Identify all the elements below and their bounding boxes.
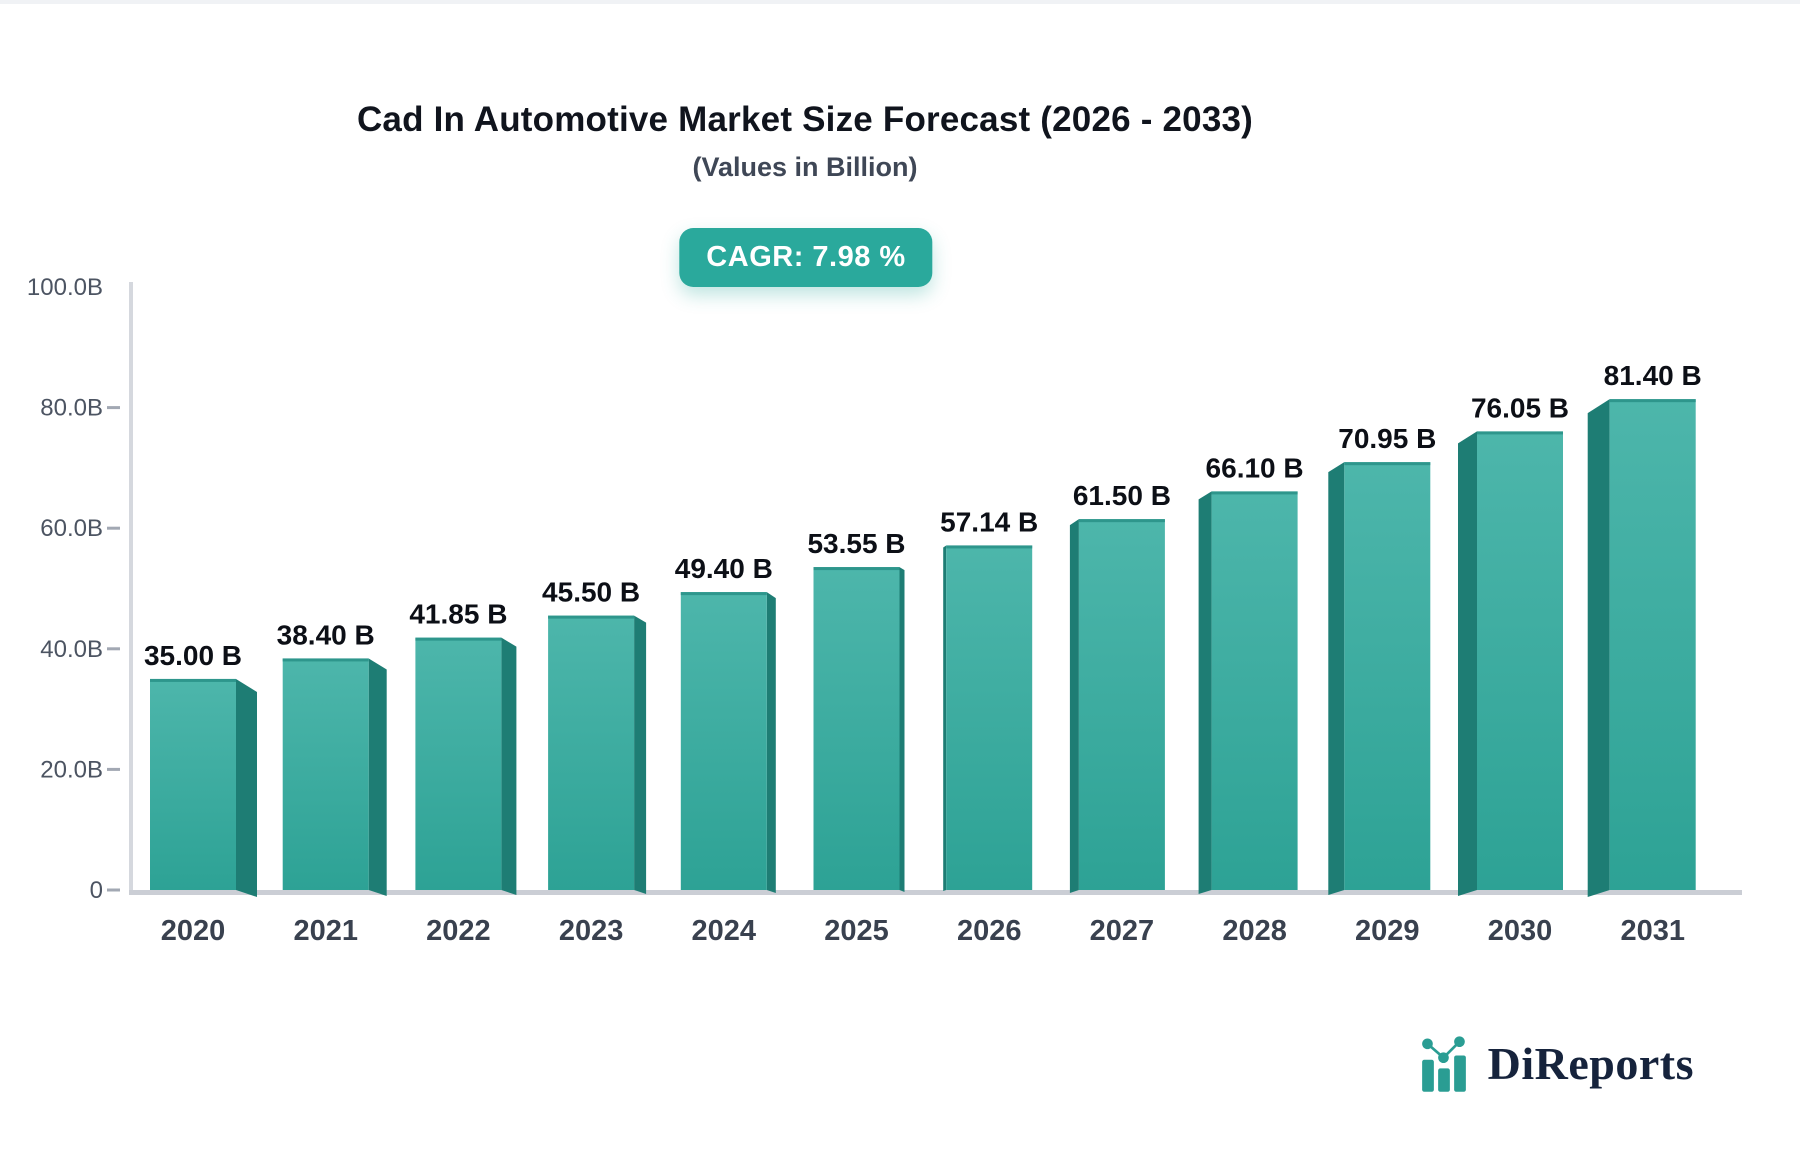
logo-dot bbox=[1453, 1036, 1465, 1047]
y-axis-tick-label: 100.0B bbox=[27, 274, 103, 301]
bar-front-face bbox=[1078, 519, 1165, 890]
bar-group-2024: 49.40 B 2024 bbox=[675, 553, 776, 947]
x-axis-category-label: 2031 bbox=[1620, 915, 1685, 947]
x-axis-category-label: 2020 bbox=[161, 915, 226, 947]
bar-top-edge bbox=[813, 567, 900, 571]
bar-group-2027: 61.50 B 2027 bbox=[1069, 480, 1171, 947]
bar-top-edge bbox=[946, 545, 1033, 549]
bar-value-label: 81.40 B bbox=[1604, 360, 1702, 391]
bar-side-face bbox=[1587, 399, 1610, 897]
bar-group-2021: 38.40 B 2021 bbox=[277, 619, 387, 947]
bar-top-edge bbox=[680, 592, 767, 596]
bar-side-face bbox=[236, 678, 257, 897]
bar-value-label: 45.50 B bbox=[542, 577, 640, 608]
bar-value-label: 76.05 B bbox=[1471, 392, 1569, 423]
bar-front-face bbox=[1344, 462, 1431, 890]
x-axis-category-label: 2029 bbox=[1355, 915, 1420, 947]
bar-top-edge bbox=[1609, 399, 1696, 403]
bar-top-edge bbox=[1078, 519, 1165, 523]
chart-title: Cad In Automotive Market Size Forecast (… bbox=[356, 100, 1254, 139]
y-axis-tick-label: 60.0B bbox=[40, 515, 103, 542]
bar-value-label: 57.14 B bbox=[940, 506, 1038, 537]
bar-group-2023: 45.50 B 2023 bbox=[542, 577, 647, 947]
bar-value-label: 66.10 B bbox=[1206, 452, 1304, 483]
y-axis-tick-dash bbox=[107, 526, 120, 530]
x-axis-category-label: 2021 bbox=[293, 915, 358, 947]
bar-side-face bbox=[1328, 462, 1345, 895]
bar-top-edge bbox=[548, 615, 635, 619]
bar-side-face bbox=[368, 658, 387, 896]
bar-value-label: 49.40 B bbox=[675, 553, 773, 584]
y-axis-tick-label: 80.0B bbox=[40, 395, 103, 422]
logo-dot bbox=[1421, 1038, 1433, 1050]
bar-group-2031: 81.40 B 2031 bbox=[1587, 360, 1702, 947]
x-axis-category-label: 2026 bbox=[957, 915, 1022, 947]
y-axis-tick-dash bbox=[107, 767, 120, 771]
bar-value-label: 61.50 B bbox=[1073, 480, 1171, 511]
logo-bar bbox=[1453, 1055, 1466, 1092]
bar-top-edge bbox=[415, 637, 502, 641]
bar-value-label: 70.95 B bbox=[1338, 423, 1436, 454]
bar-value-label: 53.55 B bbox=[807, 528, 905, 559]
x-axis-category-label: 2028 bbox=[1222, 915, 1287, 947]
bar-side-face bbox=[501, 637, 517, 895]
bar-top-edge bbox=[1344, 462, 1431, 466]
bar-front-face bbox=[680, 592, 767, 890]
bar-side-face bbox=[1069, 519, 1079, 893]
x-axis-category-label: 2030 bbox=[1488, 915, 1553, 947]
cagr-badge: CAGR: 7.98 % bbox=[679, 228, 933, 287]
logo-bar bbox=[1421, 1059, 1434, 1092]
bar-side-face bbox=[1458, 431, 1477, 896]
bar-front-face bbox=[150, 678, 236, 890]
bar-group-2029: 70.95 B 2029 bbox=[1328, 423, 1436, 947]
x-axis-category-label: 2025 bbox=[824, 915, 889, 947]
x-axis-category-label: 2023 bbox=[559, 915, 624, 947]
bar-front-face bbox=[1211, 491, 1298, 890]
direports-logo: DiReports bbox=[1420, 1034, 1694, 1092]
bar-front-face bbox=[813, 567, 900, 890]
y-axis-tick-label: 40.0B bbox=[40, 636, 103, 663]
y-axis-tick-label: 0 bbox=[90, 877, 103, 904]
bar-front-face bbox=[415, 637, 502, 890]
bar-front-face bbox=[1477, 431, 1563, 890]
logo-text: DiReports bbox=[1487, 1037, 1694, 1089]
y-axis-tick-dash bbox=[107, 888, 120, 892]
x-axis-category-label: 2027 bbox=[1090, 915, 1155, 947]
y-axis-tick-dash bbox=[107, 406, 120, 410]
bar-group-2028: 66.10 B 2028 bbox=[1198, 452, 1304, 947]
bar-side-face bbox=[899, 567, 905, 892]
bar-group-2022: 41.85 B 2022 bbox=[409, 599, 517, 947]
y-axis-line bbox=[129, 282, 133, 895]
bar-group-2030: 76.05 B 2030 bbox=[1458, 392, 1569, 947]
bar-value-label: 41.85 B bbox=[409, 599, 507, 630]
bar-side-face bbox=[1198, 491, 1212, 894]
y-axis-tick-dash bbox=[107, 647, 120, 651]
bar-top-edge bbox=[150, 678, 236, 682]
bar-chart-logo-icon bbox=[1421, 1036, 1466, 1092]
bar-side-face bbox=[943, 545, 947, 891]
bar-front-face bbox=[282, 658, 369, 890]
logo-dot bbox=[1437, 1052, 1449, 1063]
bar-value-label: 35.00 B bbox=[144, 640, 242, 671]
y-axis-tick-label: 20.0B bbox=[40, 756, 103, 783]
chart-subtitle: (Values in Billion) bbox=[692, 152, 918, 182]
bar-side-face bbox=[634, 615, 647, 894]
bar-top-edge bbox=[1477, 431, 1563, 435]
bar-group-2020: 35.00 B 2020 bbox=[144, 640, 257, 947]
bar-value-label: 38.40 B bbox=[277, 619, 375, 650]
logo-bar bbox=[1437, 1068, 1450, 1092]
bar-front-face bbox=[1609, 399, 1696, 890]
x-axis-category-label: 2022 bbox=[426, 915, 491, 947]
bar-chart: 0 20.0B 40.0B 60.0B 80.0B 100.0B 35.00 B 2020 38… bbox=[27, 274, 1742, 947]
bar-group-2025: 53.55 B 2025 bbox=[807, 528, 905, 947]
bar-top-edge bbox=[1211, 491, 1298, 495]
x-axis-line bbox=[129, 890, 1742, 895]
bar-top-edge bbox=[282, 658, 369, 662]
x-axis-category-label: 2024 bbox=[692, 915, 757, 947]
bar-front-face bbox=[946, 545, 1033, 890]
bar-front-face bbox=[548, 615, 635, 890]
bar-group-2026: 57.14 B 2026 bbox=[940, 506, 1038, 947]
bar-side-face bbox=[766, 592, 776, 893]
